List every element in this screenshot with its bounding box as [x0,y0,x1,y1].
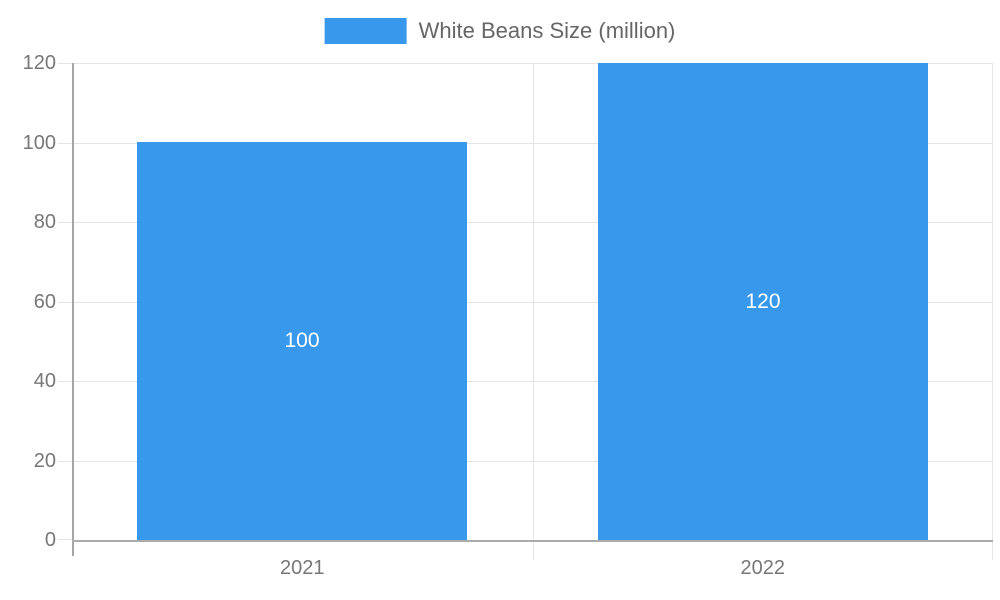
legend-item-white-beans[interactable]: White Beans Size (million) [324,17,676,45]
y-tick-80 [58,222,72,223]
legend-label: White Beans Size (million) [418,18,676,43]
y-tick-0 [58,539,72,540]
gridline-y-60 [72,301,993,303]
y-tick-120 [58,63,72,64]
y-tick-20 [58,460,72,462]
y-tick-label-100: 100 [22,131,56,154]
gridline-y-120 [72,63,993,64]
bar-value-label-2022: 120 [745,289,781,313]
x-tick-label-2021: 2021 [280,557,325,579]
gridline-y-40 [72,381,993,382]
y-tick-label-60: 60 [33,290,56,313]
x-axis-line [72,540,993,542]
y-tick-40 [58,381,72,382]
x-tick-label-2022: 2022 [740,557,786,579]
y-tick-label-20: 20 [33,449,56,472]
bar-value-label-2021: 100 [284,329,320,352]
bar-2021[interactable]: 100 [137,142,467,540]
gridline-y-80 [72,222,993,223]
y-tick-60 [58,301,72,303]
gridline-x-boundary-2 [992,63,993,560]
y-tick-label-80: 80 [33,211,56,233]
bar-2022[interactable]: 120 [598,63,928,540]
plot-area: 100 120 [58,63,993,560]
y-tick-100 [58,142,72,144]
legend: White Beans Size (million) [324,17,676,45]
y-tick-label-120: 120 [22,52,56,74]
gridline-y-20 [72,460,993,462]
gridline-x-boundary-1 [533,63,534,560]
y-tick-label-40: 40 [33,370,56,392]
gridline-y-100 [72,142,993,144]
y-tick-label-0: 0 [44,529,56,551]
y-axis-line [72,63,74,556]
legend-swatch-icon [324,18,407,44]
